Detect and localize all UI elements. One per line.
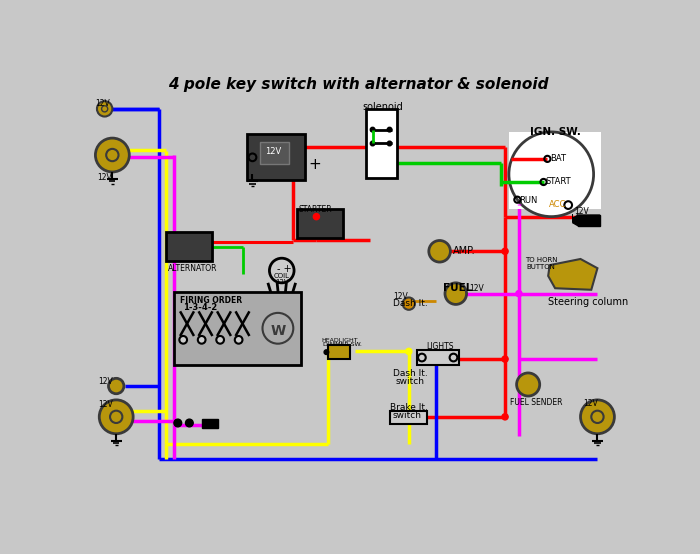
Text: ALTERNATOR: ALTERNATOR: [168, 264, 217, 273]
Circle shape: [387, 127, 392, 132]
Text: AMP.: AMP.: [453, 246, 475, 256]
Circle shape: [314, 213, 319, 220]
Circle shape: [517, 373, 540, 396]
Text: FUEL SENDER: FUEL SENDER: [510, 398, 563, 407]
Circle shape: [509, 132, 594, 217]
Circle shape: [429, 240, 450, 262]
Text: TO HORN: TO HORN: [525, 258, 558, 264]
Circle shape: [516, 290, 522, 297]
Circle shape: [387, 141, 392, 146]
Text: +: +: [309, 157, 321, 172]
Text: ACC: ACC: [549, 199, 566, 209]
Text: 12V: 12V: [574, 207, 589, 217]
Circle shape: [370, 127, 375, 132]
Circle shape: [179, 336, 187, 343]
Bar: [260, 142, 290, 163]
Bar: [578, 215, 600, 226]
Text: DIMMER SW.: DIMMER SW.: [323, 342, 362, 347]
Circle shape: [402, 297, 415, 310]
Bar: [416, 350, 459, 365]
Text: 12V: 12V: [99, 377, 113, 386]
Bar: [367, 109, 398, 178]
Text: switch: switch: [393, 412, 421, 420]
Text: COIL: COIL: [274, 273, 290, 279]
Text: BAT: BAT: [550, 154, 566, 163]
Circle shape: [502, 414, 508, 420]
Circle shape: [502, 356, 508, 362]
Text: 4 pole key switch with alternator & solenoid: 4 pole key switch with alternator & sole…: [169, 77, 549, 93]
Text: 12V: 12V: [584, 399, 598, 408]
Text: Brake lt.: Brake lt.: [389, 403, 428, 412]
Text: 12V: 12V: [99, 400, 113, 409]
Circle shape: [99, 400, 133, 434]
Bar: [297, 209, 343, 238]
Circle shape: [106, 149, 118, 161]
Text: Dash lt.: Dash lt.: [393, 299, 428, 308]
Circle shape: [186, 419, 193, 427]
Circle shape: [592, 411, 603, 423]
Circle shape: [370, 141, 375, 146]
Bar: [509, 132, 601, 209]
Text: 1-3-4-2: 1-3-4-2: [183, 303, 218, 312]
Text: Dash lt.: Dash lt.: [393, 369, 428, 378]
Text: 12V: 12V: [469, 284, 484, 294]
Text: 12V: 12V: [97, 173, 112, 182]
Circle shape: [580, 400, 615, 434]
Circle shape: [102, 106, 108, 112]
Text: - +: - +: [277, 264, 292, 274]
Bar: [202, 419, 218, 428]
Bar: [167, 232, 213, 261]
Circle shape: [110, 411, 122, 423]
Bar: [247, 134, 305, 181]
Text: 12V: 12V: [393, 292, 408, 301]
Circle shape: [406, 348, 412, 355]
Text: Steering column: Steering column: [548, 297, 629, 307]
Text: IGN. SW.: IGN. SW.: [530, 126, 580, 136]
Circle shape: [97, 101, 113, 116]
Text: FIRING ORDER: FIRING ORDER: [180, 296, 242, 305]
Circle shape: [95, 138, 130, 172]
Circle shape: [502, 248, 508, 254]
Circle shape: [198, 336, 206, 343]
Bar: [174, 292, 301, 365]
Circle shape: [216, 336, 224, 343]
Text: switch: switch: [395, 377, 425, 386]
Text: 12V: 12V: [265, 147, 281, 156]
Text: FUEL: FUEL: [444, 283, 473, 293]
Polygon shape: [573, 215, 600, 226]
Text: 12V: 12V: [275, 279, 288, 285]
Circle shape: [174, 419, 182, 427]
Text: HEADLIGHT: HEADLIGHT: [322, 337, 358, 342]
Text: W: W: [270, 324, 286, 337]
Text: 12V: 12V: [95, 99, 110, 108]
Polygon shape: [548, 259, 598, 290]
Circle shape: [445, 283, 466, 304]
Bar: [389, 412, 426, 424]
Circle shape: [324, 350, 329, 355]
Text: LIGHTS: LIGHTS: [426, 342, 454, 351]
Text: BUTTON: BUTTON: [526, 264, 556, 270]
Text: START: START: [546, 177, 571, 186]
Circle shape: [270, 258, 294, 283]
Text: Horn: Horn: [570, 213, 596, 224]
Circle shape: [262, 313, 293, 343]
Text: solenoid: solenoid: [363, 102, 403, 112]
Bar: [328, 345, 349, 359]
Text: RUN: RUN: [519, 196, 538, 205]
Circle shape: [108, 378, 124, 394]
Circle shape: [234, 336, 242, 343]
Text: STARTER: STARTER: [299, 205, 332, 214]
